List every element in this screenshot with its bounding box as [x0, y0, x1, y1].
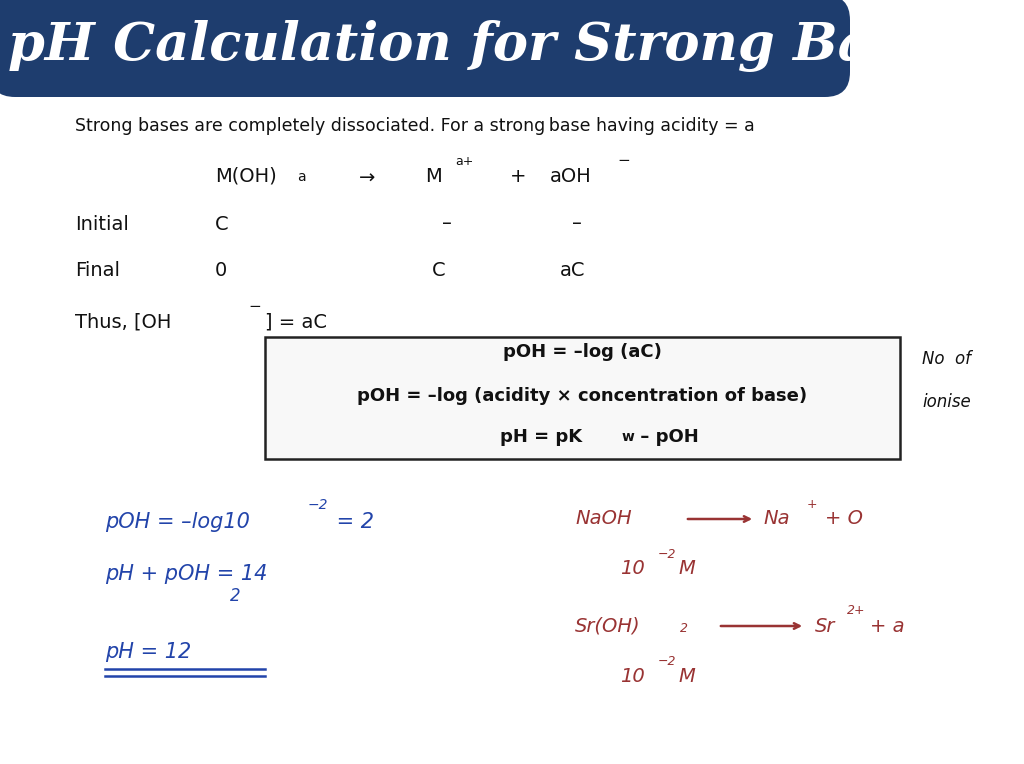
Text: Na: Na [763, 510, 790, 529]
Text: 2+: 2+ [847, 604, 865, 617]
Text: Thus, [OH: Thus, [OH [75, 312, 171, 332]
Text: Strong bases are completely dissociated. For a strong base having acidity = a: Strong bases are completely dissociated.… [75, 117, 755, 135]
FancyBboxPatch shape [0, 0, 850, 97]
Text: –: – [572, 215, 582, 234]
Text: ionise: ionise [922, 393, 971, 411]
Text: +: + [807, 498, 817, 511]
Text: M: M [425, 167, 441, 186]
Text: −: − [248, 299, 261, 314]
Text: aC: aC [560, 261, 586, 280]
Text: +: + [510, 167, 526, 186]
Text: Sr: Sr [815, 617, 836, 636]
Text: M: M [678, 559, 695, 578]
Text: pH = pK: pH = pK [500, 428, 582, 446]
Text: −2: −2 [658, 548, 677, 561]
Text: ] = aC: ] = aC [265, 312, 327, 332]
Text: −2: −2 [658, 655, 677, 668]
Text: 10: 10 [620, 559, 645, 578]
Text: 0: 0 [215, 261, 227, 280]
Text: Final: Final [75, 261, 120, 280]
Text: + a: + a [870, 617, 904, 636]
Text: Sr(OH): Sr(OH) [575, 617, 641, 636]
Text: pOH = –log (acidity × concentration of base): pOH = –log (acidity × concentration of b… [357, 387, 807, 405]
Text: NaOH: NaOH [575, 510, 632, 529]
Text: −: − [617, 153, 630, 168]
Text: M: M [678, 666, 695, 685]
Text: C: C [215, 215, 228, 234]
Text: C: C [432, 261, 445, 280]
Text: 2: 2 [230, 587, 241, 605]
Text: + O: + O [825, 510, 863, 529]
Text: Initial: Initial [75, 215, 129, 234]
Text: pH = 12: pH = 12 [105, 642, 191, 662]
Text: = 2: = 2 [330, 512, 374, 532]
Text: aOH: aOH [550, 167, 592, 186]
Text: pOH = –log (aC): pOH = –log (aC) [503, 343, 662, 361]
Text: 2: 2 [680, 622, 688, 635]
Text: a+: a+ [455, 155, 473, 168]
Text: pH Calculation for Strong Base: pH Calculation for Strong Base [8, 20, 935, 72]
Text: a: a [297, 170, 305, 184]
Text: $\rightarrow$: $\rightarrow$ [355, 167, 376, 186]
Text: M(OH): M(OH) [215, 167, 276, 186]
Text: –: – [442, 215, 452, 234]
Text: w: w [622, 430, 635, 444]
Text: 10: 10 [620, 666, 645, 685]
Text: pH + pOH = 14: pH + pOH = 14 [105, 564, 267, 584]
Text: pOH = –log10: pOH = –log10 [105, 512, 250, 532]
Text: – pOH: – pOH [634, 428, 698, 446]
Text: −2: −2 [308, 498, 329, 512]
FancyBboxPatch shape [265, 337, 900, 459]
Text: No  of: No of [922, 350, 971, 368]
